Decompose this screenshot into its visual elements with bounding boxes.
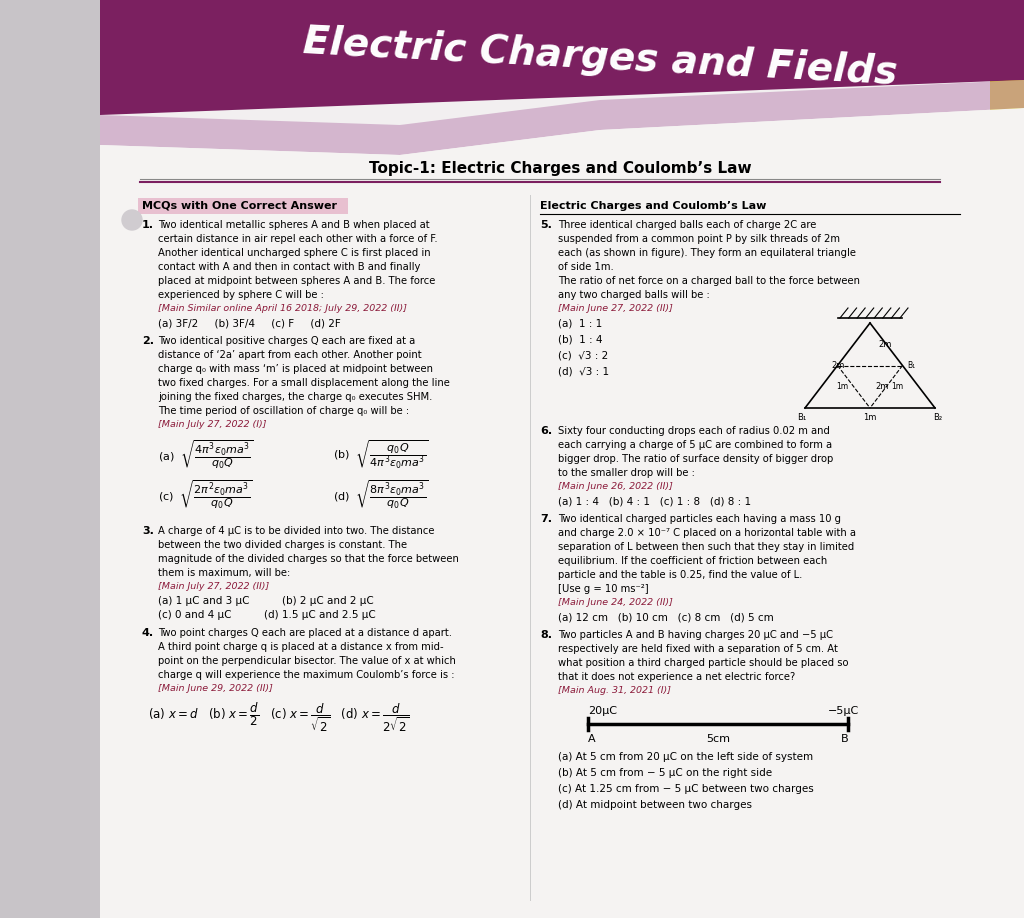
- Text: each (as shown in figure). They form an equilateral triangle: each (as shown in figure). They form an …: [558, 248, 856, 258]
- Text: 2m: 2m: [874, 382, 889, 391]
- Text: [Main Similar online April 16 2018; July 29, 2022 (II)]: [Main Similar online April 16 2018; July…: [158, 304, 407, 313]
- Text: (c) At 1.25 cm from − 5 μC between two charges: (c) At 1.25 cm from − 5 μC between two c…: [558, 784, 814, 794]
- Text: 4.: 4.: [142, 628, 155, 638]
- Text: (c)  √3 : 2: (c) √3 : 2: [558, 350, 608, 360]
- Text: Another identical uncharged sphere C is first placed in: Another identical uncharged sphere C is …: [158, 248, 431, 258]
- Text: particle and the table is 0.25, find the value of L.: particle and the table is 0.25, find the…: [558, 570, 803, 580]
- Text: Sixty four conducting drops each of radius 0.02 m and: Sixty four conducting drops each of radi…: [558, 426, 829, 436]
- Text: 2m: 2m: [831, 361, 845, 370]
- Text: [Main July 27, 2022 (I)]: [Main July 27, 2022 (I)]: [158, 420, 266, 429]
- Text: separation of L between then such that they stay in limited: separation of L between then such that t…: [558, 542, 854, 552]
- Text: A third point charge q is placed at a distance x from mid-: A third point charge q is placed at a di…: [158, 642, 443, 652]
- Text: A: A: [588, 734, 596, 744]
- Text: The ratio of net force on a charged ball to the force between: The ratio of net force on a charged ball…: [558, 276, 860, 286]
- Text: [Main July 27, 2022 (II)]: [Main July 27, 2022 (II)]: [158, 582, 269, 591]
- Text: (d)  √3 : 1: (d) √3 : 1: [558, 366, 609, 376]
- Text: Three identical charged balls each of charge 2C are: Three identical charged balls each of ch…: [558, 220, 816, 230]
- Text: point on the perpendicular bisector. The value of x at which: point on the perpendicular bisector. The…: [158, 656, 456, 666]
- Text: (a) 3F/2     (b) 3F/4     (c) F     (d) 2F: (a) 3F/2 (b) 3F/4 (c) F (d) 2F: [158, 318, 341, 328]
- Text: Two identical metallic spheres A and B when placed at: Two identical metallic spheres A and B w…: [158, 220, 430, 230]
- Text: B₁: B₁: [907, 361, 915, 370]
- Text: 5.: 5.: [540, 220, 552, 230]
- Text: charge q will experience the maximum Coulomb’s force is :: charge q will experience the maximum Cou…: [158, 670, 455, 680]
- Text: contact with A and then in contact with B and finally: contact with A and then in contact with …: [158, 262, 421, 272]
- Text: Electric Charges and Coulomb’s Law: Electric Charges and Coulomb’s Law: [540, 201, 766, 211]
- Text: (c) 0 and 4 μC          (d) 1.5 μC and 2.5 μC: (c) 0 and 4 μC (d) 1.5 μC and 2.5 μC: [158, 610, 376, 620]
- Text: 2m: 2m: [878, 340, 891, 349]
- Bar: [138, 198, 348, 214]
- Text: certain distance in air repel each other with a force of F.: certain distance in air repel each other…: [158, 234, 437, 244]
- Text: 2.: 2.: [142, 336, 154, 346]
- Polygon shape: [100, 108, 1024, 918]
- Text: between the two divided charges is constant. The: between the two divided charges is const…: [158, 540, 408, 550]
- Text: B₁: B₁: [798, 413, 807, 422]
- Text: magnitude of the divided charges so that the force between: magnitude of the divided charges so that…: [158, 554, 459, 564]
- Text: 20μC: 20μC: [588, 706, 617, 716]
- Text: (b)  $\sqrt{\dfrac{q_0 Q}{4\pi^3\varepsilon_0 ma^3}}$: (b) $\sqrt{\dfrac{q_0 Q}{4\pi^3\varepsil…: [333, 438, 429, 471]
- Polygon shape: [100, 0, 1024, 115]
- Text: MCQs with One Correct Answer: MCQs with One Correct Answer: [142, 201, 337, 211]
- Polygon shape: [100, 80, 1024, 155]
- Text: 1m: 1m: [891, 382, 903, 391]
- Text: that it does not experience a net electric force?: that it does not experience a net electr…: [558, 672, 796, 682]
- Text: 3.: 3.: [142, 526, 154, 536]
- Text: (a)  $\sqrt{\dfrac{4\pi^3\varepsilon_0 ma^3}{q_0 Q}}$: (a) $\sqrt{\dfrac{4\pi^3\varepsilon_0 ma…: [158, 438, 254, 471]
- Text: distance of ‘2a’ apart from each other. Another point: distance of ‘2a’ apart from each other. …: [158, 350, 422, 360]
- Text: of side 1m.: of side 1m.: [558, 262, 613, 272]
- Text: Two particles A and B having charges 20 μC and −5 μC: Two particles A and B having charges 20 …: [558, 630, 833, 640]
- Text: [Use g = 10 ms⁻²]: [Use g = 10 ms⁻²]: [558, 584, 648, 594]
- Text: 5cm: 5cm: [706, 734, 730, 744]
- Text: (b)  1 : 4: (b) 1 : 4: [558, 334, 602, 344]
- Circle shape: [122, 210, 142, 230]
- Text: 7.: 7.: [540, 514, 552, 524]
- Text: 1.: 1.: [142, 220, 154, 230]
- Text: (a) 12 cm   (b) 10 cm   (c) 8 cm   (d) 5 cm: (a) 12 cm (b) 10 cm (c) 8 cm (d) 5 cm: [558, 612, 774, 622]
- Text: (a) At 5 cm from 20 μC on the left side of system: (a) At 5 cm from 20 μC on the left side …: [558, 752, 813, 762]
- Text: Two identical positive charges Q each are fixed at a: Two identical positive charges Q each ar…: [158, 336, 416, 346]
- Text: (c)  $\sqrt{\dfrac{2\pi^2\varepsilon_0 ma^3}{q_0 Q}}$: (c) $\sqrt{\dfrac{2\pi^2\varepsilon_0 ma…: [158, 478, 253, 510]
- Text: B₂: B₂: [934, 413, 942, 422]
- Text: A charge of 4 μC is to be divided into two. The distance: A charge of 4 μC is to be divided into t…: [158, 526, 434, 536]
- Text: 1m: 1m: [837, 382, 849, 391]
- Text: Two point charges Q each are placed at a distance d apart.: Two point charges Q each are placed at a…: [158, 628, 452, 638]
- Text: them is maximum, will be:: them is maximum, will be:: [158, 568, 290, 578]
- Text: 8.: 8.: [540, 630, 552, 640]
- Text: each carrying a charge of 5 μC are combined to form a: each carrying a charge of 5 μC are combi…: [558, 440, 833, 450]
- Text: (a)  1 : 1: (a) 1 : 1: [558, 318, 602, 328]
- Text: Topic-1: Electric Charges and Coulomb’s Law: Topic-1: Electric Charges and Coulomb’s …: [369, 161, 752, 175]
- Text: Two identical charged particles each having a mass 10 g: Two identical charged particles each hav…: [558, 514, 841, 524]
- Text: B: B: [841, 734, 848, 744]
- Text: [Main June 26, 2022 (II)]: [Main June 26, 2022 (II)]: [558, 482, 673, 491]
- Text: respectively are held fixed with a separation of 5 cm. At: respectively are held fixed with a separ…: [558, 644, 838, 654]
- Text: 1m: 1m: [863, 413, 877, 422]
- Text: (a) 1 μC and 3 μC          (b) 2 μC and 2 μC: (a) 1 μC and 3 μC (b) 2 μC and 2 μC: [158, 596, 374, 606]
- Text: any two charged balls will be :: any two charged balls will be :: [558, 290, 710, 300]
- Bar: [100, 0, 990, 918]
- Text: The time period of oscillation of charge q₀ will be :: The time period of oscillation of charge…: [158, 406, 410, 416]
- Text: (a) 1 : 4   (b) 4 : 1   (c) 1 : 8   (d) 8 : 1: (a) 1 : 4 (b) 4 : 1 (c) 1 : 8 (d) 8 : 1: [558, 496, 752, 506]
- Text: (b) At 5 cm from − 5 μC on the right side: (b) At 5 cm from − 5 μC on the right sid…: [558, 768, 772, 778]
- Text: to the smaller drop will be :: to the smaller drop will be :: [558, 468, 695, 478]
- Text: −5μC: −5μC: [828, 706, 859, 716]
- Text: joining the fixed charges, the charge q₀ executes SHM.: joining the fixed charges, the charge q₀…: [158, 392, 432, 402]
- Text: [Main June 24, 2022 (II)]: [Main June 24, 2022 (II)]: [558, 598, 673, 607]
- Text: two fixed charges. For a small displacement along the line: two fixed charges. For a small displacem…: [158, 378, 450, 388]
- Text: equilibrium. If the coefficient of friction between each: equilibrium. If the coefficient of frict…: [558, 556, 827, 566]
- Text: bigger drop. The ratio of surface density of bigger drop: bigger drop. The ratio of surface densit…: [558, 454, 834, 464]
- Text: 6.: 6.: [540, 426, 552, 436]
- Text: and charge 2.0 × 10⁻⁷ C placed on a horizontal table with a: and charge 2.0 × 10⁻⁷ C placed on a hori…: [558, 528, 856, 538]
- Text: [Main June 29, 2022 (II)]: [Main June 29, 2022 (II)]: [158, 684, 272, 693]
- Text: placed at midpoint between spheres A and B. The force: placed at midpoint between spheres A and…: [158, 276, 435, 286]
- Text: (d) At midpoint between two charges: (d) At midpoint between two charges: [558, 800, 752, 810]
- Text: what position a third charged particle should be placed so: what position a third charged particle s…: [558, 658, 849, 668]
- Text: Electric Charges and Fields: Electric Charges and Fields: [302, 24, 898, 93]
- Text: (d)  $\sqrt{\dfrac{8\pi^3\varepsilon_0 ma^3}{q_0 Q}}$: (d) $\sqrt{\dfrac{8\pi^3\varepsilon_0 ma…: [333, 478, 429, 510]
- Text: (a) $x=d$   (b) $x=\dfrac{d}{2}$   (c) $x=\dfrac{d}{\sqrt{2}}$   (d) $x=\dfrac{d: (a) $x=d$ (b) $x=\dfrac{d}{2}$ (c) $x=\d…: [148, 702, 410, 734]
- Text: suspended from a common point P by silk threads of 2m: suspended from a common point P by silk …: [558, 234, 840, 244]
- Text: charge q₀ with mass ‘m’ is placed at midpoint between: charge q₀ with mass ‘m’ is placed at mid…: [158, 364, 433, 374]
- Text: experienced by sphere C will be :: experienced by sphere C will be :: [158, 290, 324, 300]
- Text: [Main Aug. 31, 2021 (I)]: [Main Aug. 31, 2021 (I)]: [558, 686, 671, 695]
- Text: [Main June 27, 2022 (II)]: [Main June 27, 2022 (II)]: [558, 304, 673, 313]
